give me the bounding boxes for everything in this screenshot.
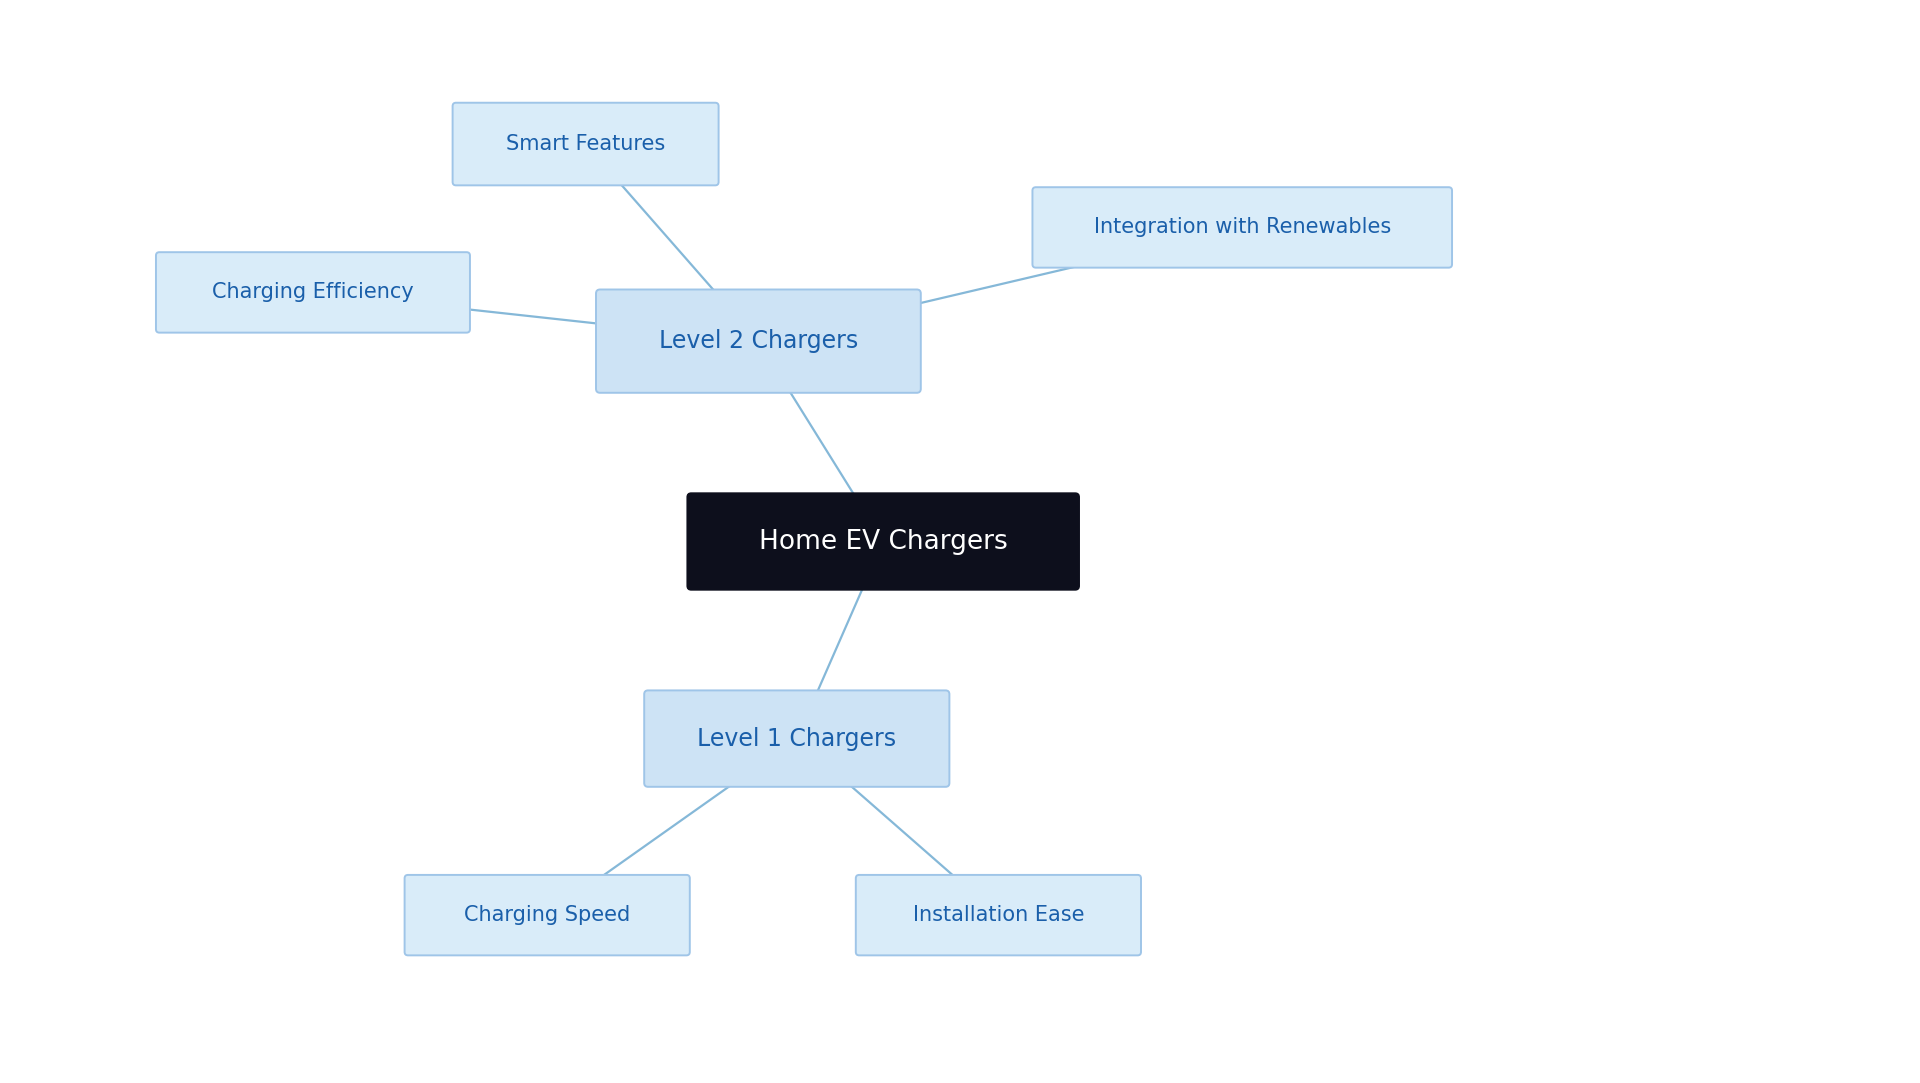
Text: Installation Ease: Installation Ease (912, 905, 1085, 925)
Text: Charging Speed: Charging Speed (465, 905, 630, 925)
Text: Level 2 Chargers: Level 2 Chargers (659, 329, 858, 353)
FancyBboxPatch shape (687, 493, 1079, 590)
Text: Level 1 Chargers: Level 1 Chargers (697, 727, 897, 751)
Text: Smart Features: Smart Features (507, 134, 664, 154)
Text: Integration with Renewables: Integration with Renewables (1094, 218, 1390, 237)
Text: Home EV Chargers: Home EV Chargers (758, 529, 1008, 554)
FancyBboxPatch shape (156, 252, 470, 332)
FancyBboxPatch shape (856, 875, 1140, 955)
FancyBboxPatch shape (1033, 187, 1452, 268)
Text: Charging Efficiency: Charging Efficiency (211, 283, 415, 302)
FancyBboxPatch shape (453, 103, 718, 185)
FancyBboxPatch shape (645, 690, 948, 787)
FancyBboxPatch shape (595, 289, 922, 393)
FancyBboxPatch shape (405, 875, 689, 955)
